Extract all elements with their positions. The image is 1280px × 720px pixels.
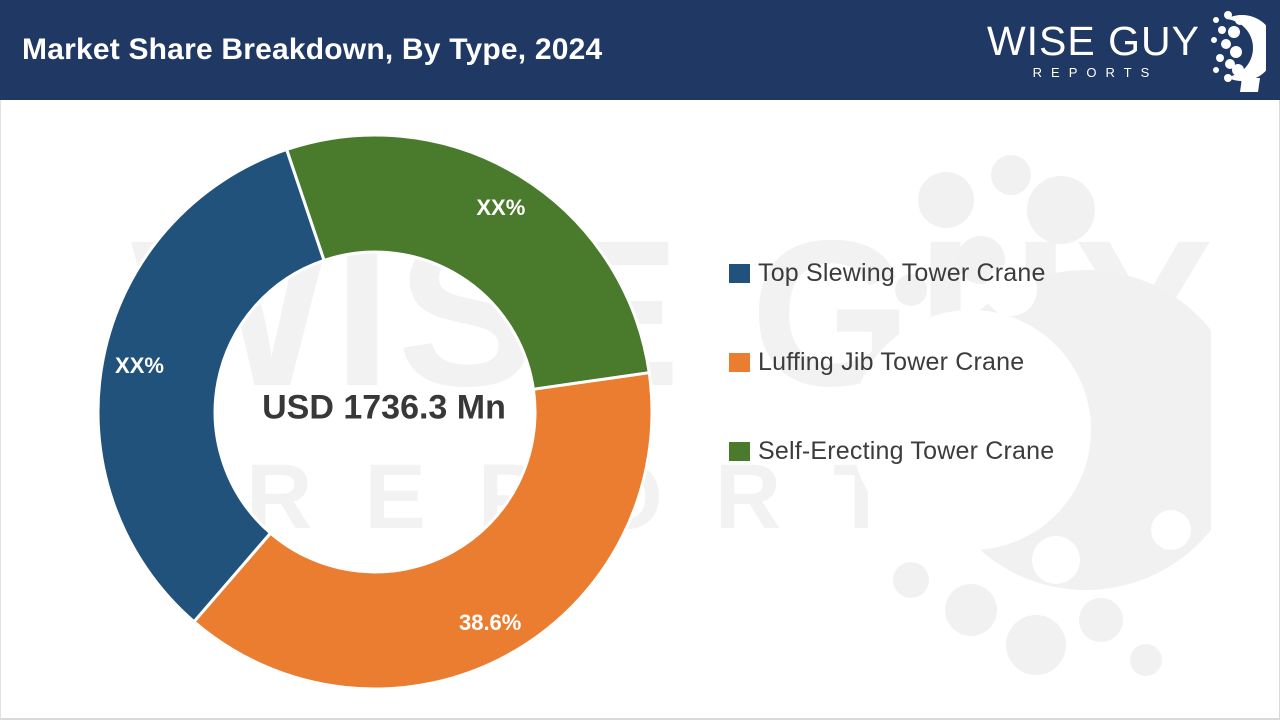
segment-label-top-slewing: XX% xyxy=(115,352,164,378)
watermark: WISE GUY REPORTS xyxy=(1,100,1279,718)
logo-brand-text: WISE GUY xyxy=(986,17,1200,64)
chart-legend: Top Slewing Tower Crane Luffing Jib Towe… xyxy=(729,259,1054,466)
page-title: Market Share Breakdown, By Type, 2024 xyxy=(22,33,603,66)
wiseguy-face-icon xyxy=(1202,11,1266,92)
legend-label: Self-Erecting Tower Crane xyxy=(758,437,1055,465)
chart-canvas: WISE GUY REPORTS xyxy=(0,100,1280,720)
header-bar: Market Share Breakdown, By Type, 2024 WI… xyxy=(0,0,1280,100)
chart-center-value: USD 1736.3 Mn xyxy=(262,388,506,427)
legend-swatch-green xyxy=(729,442,750,461)
legend-item-self-erecting: Self-Erecting Tower Crane xyxy=(729,437,1054,466)
legend-swatch-blue xyxy=(729,264,750,283)
legend-label: Top Slewing Tower Crane xyxy=(758,259,1046,287)
logo-sub-text: REPORTS xyxy=(1032,64,1159,80)
legend-item-luffing-jib: Luffing Jib Tower Crane xyxy=(729,348,1054,377)
legend-label: Luffing Jib Tower Crane xyxy=(758,348,1025,376)
wiseguy-logo: WISE GUY REPORTS xyxy=(987,8,1266,92)
legend-swatch-orange xyxy=(729,353,750,372)
legend-item-top-slewing: Top Slewing Tower Crane xyxy=(729,259,1054,288)
segment-label-luffing-jib: 38.6% xyxy=(458,609,522,635)
segment-label-self-erecting: XX% xyxy=(476,194,526,220)
